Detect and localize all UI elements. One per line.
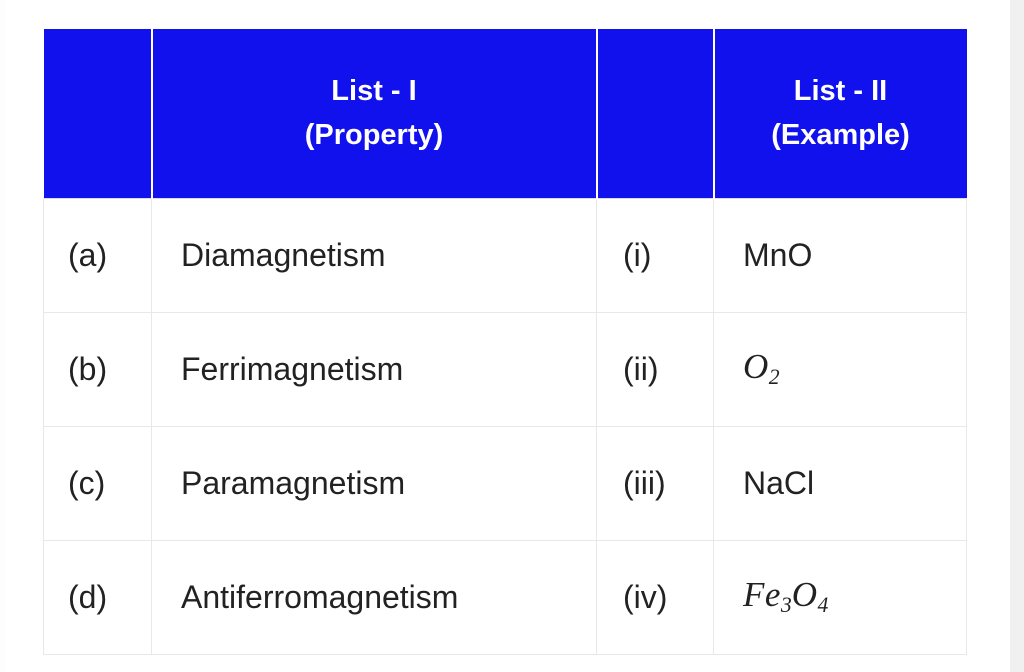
formula-fe3o4-element-fe: Fe — [743, 575, 781, 615]
row-label-a: (a) — [43, 197, 152, 313]
formula-fe3o4: Fe3O4 — [743, 575, 828, 617]
row-property-c: Paramagnetism — [151, 425, 597, 541]
header-list-2-subtitle: (Example) — [771, 119, 910, 152]
table-header: List - I (Property) List - II (Example) — [43, 29, 967, 198]
row-label-b: (b) — [43, 311, 152, 427]
table-row: (b) Ferrimagnetism (ii) O2 — [43, 311, 967, 427]
header-row: List - I (Property) List - II (Example) — [43, 29, 967, 198]
header-list-1-subtitle: (Property) — [304, 119, 444, 152]
row-property-a: Diamagnetism — [151, 197, 597, 313]
row-example-ii: O2 — [713, 311, 967, 427]
formula-fe3o4-subscript-3: 3 — [780, 593, 792, 618]
formula-fe3o4-element-o: O — [791, 575, 818, 615]
row-example-iv: Fe3O4 — [713, 539, 967, 655]
table-row: (d) Antiferromagnetism (iv) Fe3O4 — [43, 539, 967, 655]
row-property-b: Ferrimagnetism — [151, 311, 597, 427]
row-roman-i: (i) — [596, 197, 714, 313]
row-roman-iv: (iv) — [596, 539, 714, 655]
header-cell-list-2: List - II (Example) — [712, 29, 967, 198]
header-list-2-title: List - II — [793, 75, 888, 108]
row-example-i: MnO — [713, 197, 967, 313]
match-the-list-table: List - I (Property) List - II (Example) … — [43, 29, 967, 655]
row-property-d: Antiferromagnetism — [151, 539, 597, 655]
formula-nacl: NaCl — [743, 464, 815, 501]
row-roman-iii: (iii) — [596, 425, 714, 541]
formula-o2-subscript: 2 — [768, 365, 780, 390]
match-the-list-table-container: List - I (Property) List - II (Example) … — [43, 29, 967, 660]
row-example-iii: NaCl — [713, 425, 967, 541]
header-cell-blank-left — [43, 29, 152, 198]
row-label-d: (d) — [43, 539, 152, 655]
page-left-edge-band — [0, 0, 5, 672]
table-row: (c) Paramagnetism (iii) NaCl — [43, 425, 967, 541]
formula-mno: MnO — [743, 236, 813, 273]
header-list-1-title: List - I — [331, 75, 417, 108]
header-cell-list-1: List - I (Property) — [150, 29, 597, 198]
row-roman-ii: (ii) — [596, 311, 714, 427]
formula-o2: O2 — [743, 347, 780, 389]
formula-o2-element: O — [743, 347, 769, 387]
page-right-edge-band — [1010, 0, 1024, 672]
table-body: (a) Diamagnetism (i) MnO (b) Ferrimagnet… — [43, 197, 967, 655]
header-cell-blank-mid — [595, 29, 714, 198]
table-row: (a) Diamagnetism (i) MnO — [43, 197, 967, 313]
row-label-c: (c) — [43, 425, 152, 541]
formula-fe3o4-subscript-4: 4 — [817, 593, 829, 618]
